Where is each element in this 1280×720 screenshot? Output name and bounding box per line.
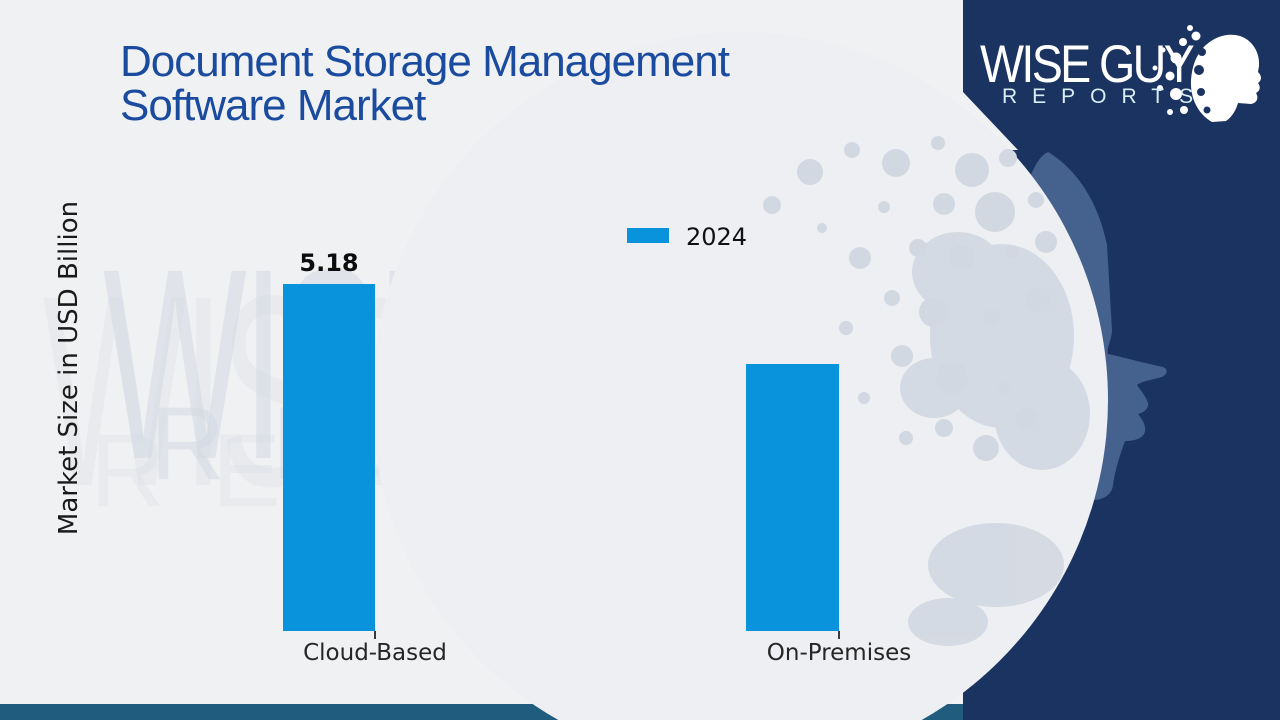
title-line-2: Software Market <box>120 81 426 130</box>
profile-head-art <box>1015 152 1167 500</box>
x-tick <box>374 631 376 639</box>
category-label-cloud-based: Cloud-Based <box>303 640 447 666</box>
y-axis-label: Market Size in USD Billion <box>54 200 84 536</box>
bar-value-label: 5.18 <box>299 249 359 277</box>
category-label-on-premises: On-Premises <box>766 640 912 666</box>
legend-label: 2024 <box>686 223 748 251</box>
brand-head-icon <box>1190 34 1261 122</box>
brand-logo-name: WISE GUY <box>980 35 1195 94</box>
legend-swatch <box>627 228 669 243</box>
bar-group-cloud-based: 5.18 <box>283 0 375 631</box>
watermark-reports: REPORTS <box>150 386 979 502</box>
bar-on-premises <box>746 364 839 631</box>
x-tick <box>838 631 840 639</box>
bar-cloud-based <box>283 284 375 631</box>
brand-panel <box>963 0 1280 720</box>
brand-logo-reports: REPORTS <box>1002 85 1209 108</box>
title-line-1: Document Storage Management <box>120 37 730 86</box>
page-title: Document Storage Management Software Mar… <box>120 37 730 130</box>
bar-group-on-premises <box>746 0 839 631</box>
bottom-strip <box>0 704 1280 720</box>
